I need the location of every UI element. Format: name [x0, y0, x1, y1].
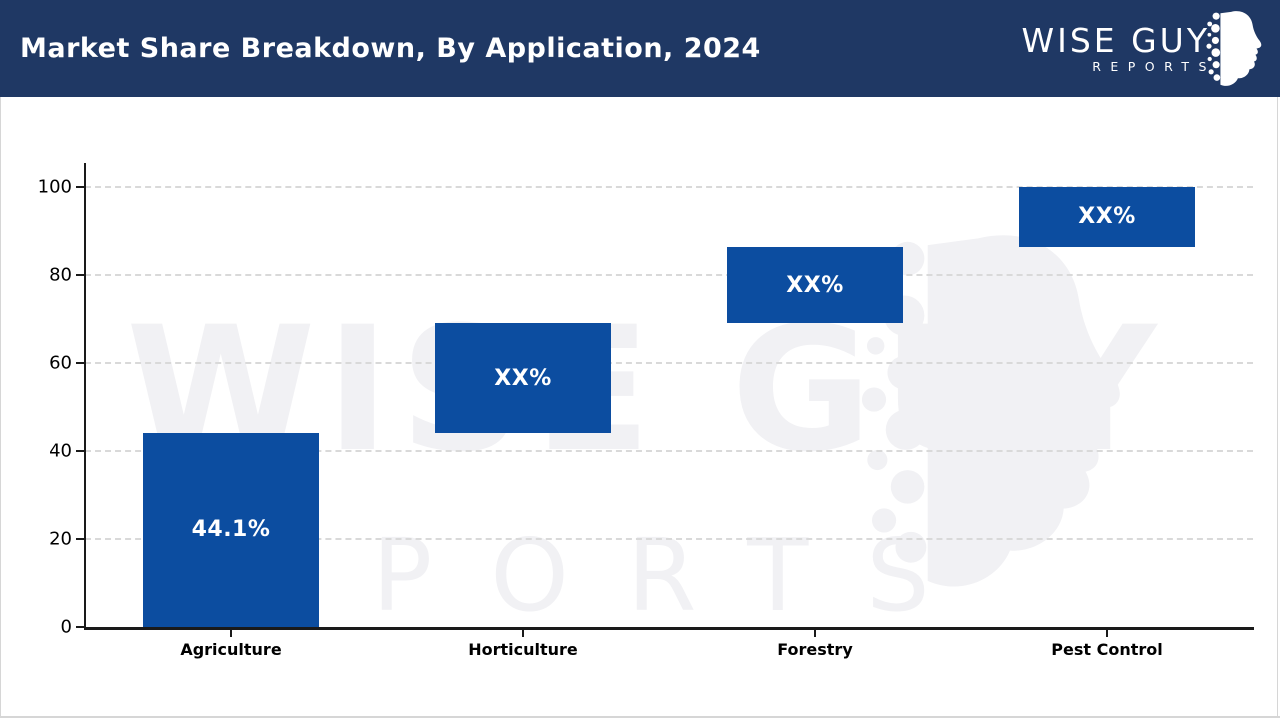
gridline-80 [85, 274, 1253, 276]
y-tick-label: 0 [60, 616, 72, 638]
x-category-label-forestry: Forestry [777, 640, 853, 659]
logo-text: WISE GUY REPORTS [1021, 24, 1210, 74]
x-tick-mark [814, 629, 816, 637]
bar-value-label: 44.1% [191, 517, 271, 543]
y-tick-label: 20 [49, 528, 72, 550]
header-bar: Market Share Breakdown, By Application, … [0, 0, 1280, 97]
y-tick-label: 100 [37, 176, 72, 198]
image-border-bottom [0, 716, 1280, 718]
watermark-subtext: PORTS [372, 517, 988, 634]
image-border-right [1277, 97, 1278, 717]
x-tick-mark [522, 629, 524, 637]
y-tick-mark [76, 186, 84, 188]
y-tick-mark [76, 626, 84, 628]
watermark-face-icon [862, 235, 1120, 587]
plot-area: WISE GUY PORTS 0 20 40 60 80 100 44.1% XX% XX% X… [0, 97, 1280, 720]
x-tick-mark [1106, 629, 1108, 637]
gridline-20 [85, 538, 1253, 540]
x-category-label-horticulture: Horticulture [468, 640, 578, 659]
gridline-40 [85, 450, 1253, 452]
logo-wordmark: WISE GUY [1021, 20, 1210, 60]
y-tick-mark [76, 274, 84, 276]
gridline-60 [85, 362, 1253, 364]
x-axis-line [84, 627, 1254, 630]
bar-value-label: XX% [786, 272, 844, 298]
bar-forestry: XX% [727, 246, 903, 324]
bar-value-label: XX% [1078, 204, 1136, 230]
gridline-100 [85, 186, 1253, 188]
y-tick-mark [76, 538, 84, 540]
y-tick-label: 80 [49, 264, 72, 286]
x-category-label-agriculture: Agriculture [180, 640, 282, 659]
y-tick-mark [76, 362, 84, 364]
wise-guy-logo: WISE GUY REPORTS [1021, 0, 1272, 97]
y-tick-label: 60 [49, 352, 72, 374]
chart-title: Market Share Breakdown, By Application, … [20, 33, 761, 64]
bar-pest-control: XX% [1019, 187, 1195, 247]
logo-subtext: REPORTS [1092, 58, 1216, 74]
bar-agriculture: 44.1% [143, 432, 319, 627]
bar-value-label: XX% [494, 365, 552, 391]
y-tick-label: 40 [49, 440, 72, 462]
image-border-left [0, 97, 1, 717]
wise-guy-face-icon [1206, 10, 1262, 86]
x-category-label-pest-control: Pest Control [1051, 640, 1163, 659]
y-tick-mark [76, 450, 84, 452]
y-axis-line [84, 163, 86, 630]
x-tick-mark [230, 629, 232, 637]
bar-horticulture: XX% [435, 323, 611, 433]
